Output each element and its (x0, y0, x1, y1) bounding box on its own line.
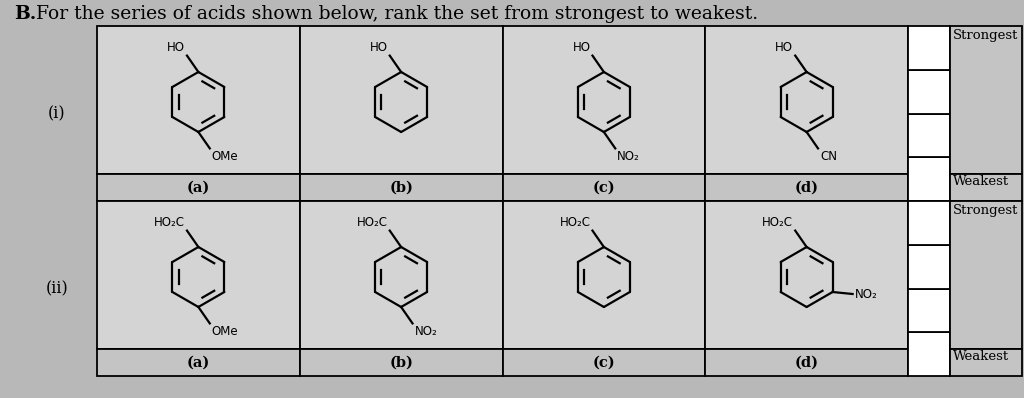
Bar (950, 201, 1022, 349)
Bar (908, 70, 950, 113)
Text: (c): (c) (593, 355, 615, 369)
Bar (908, 113, 950, 157)
Text: CN: CN (820, 150, 837, 164)
Text: (i): (i) (48, 105, 66, 122)
Text: B.: B. (14, 5, 36, 23)
Bar (908, 289, 950, 332)
Bar (503, 349, 706, 376)
Text: HO: HO (572, 41, 591, 54)
Bar (706, 26, 908, 174)
Text: OMe: OMe (212, 150, 239, 164)
Text: HO₂C: HO₂C (356, 216, 388, 228)
Bar (503, 26, 706, 174)
Text: Strongest: Strongest (953, 29, 1019, 42)
Bar (950, 349, 1022, 376)
Bar (97, 26, 300, 174)
Bar (908, 201, 950, 245)
Bar (706, 201, 908, 349)
Bar (908, 26, 950, 70)
Bar (706, 174, 908, 201)
Text: (d): (d) (795, 181, 818, 195)
Text: HO₂C: HO₂C (559, 216, 591, 228)
Bar (97, 349, 300, 376)
Text: NO₂: NO₂ (415, 326, 437, 338)
Bar (908, 245, 950, 289)
Text: (a): (a) (186, 355, 210, 369)
Bar (300, 201, 503, 349)
Bar (908, 157, 950, 201)
Text: HO₂C: HO₂C (762, 216, 794, 228)
Text: (b): (b) (389, 355, 413, 369)
Bar (950, 26, 1022, 174)
Bar (97, 174, 300, 201)
Bar (300, 349, 503, 376)
Bar (300, 174, 503, 201)
Text: OMe: OMe (212, 326, 239, 338)
Text: Strongest: Strongest (953, 204, 1019, 217)
Bar (97, 201, 300, 349)
Text: (c): (c) (593, 181, 615, 195)
Text: For the series of acids shown below, rank the set from strongest to weakest.: For the series of acids shown below, ran… (36, 5, 758, 23)
Bar (503, 201, 706, 349)
Bar (503, 174, 706, 201)
Text: (a): (a) (186, 181, 210, 195)
Bar (908, 332, 950, 376)
Text: HO: HO (167, 41, 185, 54)
Text: (b): (b) (389, 181, 413, 195)
Text: Weakest: Weakest (953, 175, 1009, 188)
Text: HO₂C: HO₂C (154, 216, 185, 228)
Bar (300, 26, 503, 174)
Text: (d): (d) (795, 355, 818, 369)
Text: NO₂: NO₂ (855, 287, 878, 300)
Bar (706, 349, 908, 376)
Text: HO: HO (775, 41, 794, 54)
Text: (ii): (ii) (46, 280, 69, 297)
Bar (950, 174, 1022, 201)
Text: Weakest: Weakest (953, 350, 1009, 363)
Text: HO: HO (370, 41, 388, 54)
Text: NO₂: NO₂ (617, 150, 640, 164)
